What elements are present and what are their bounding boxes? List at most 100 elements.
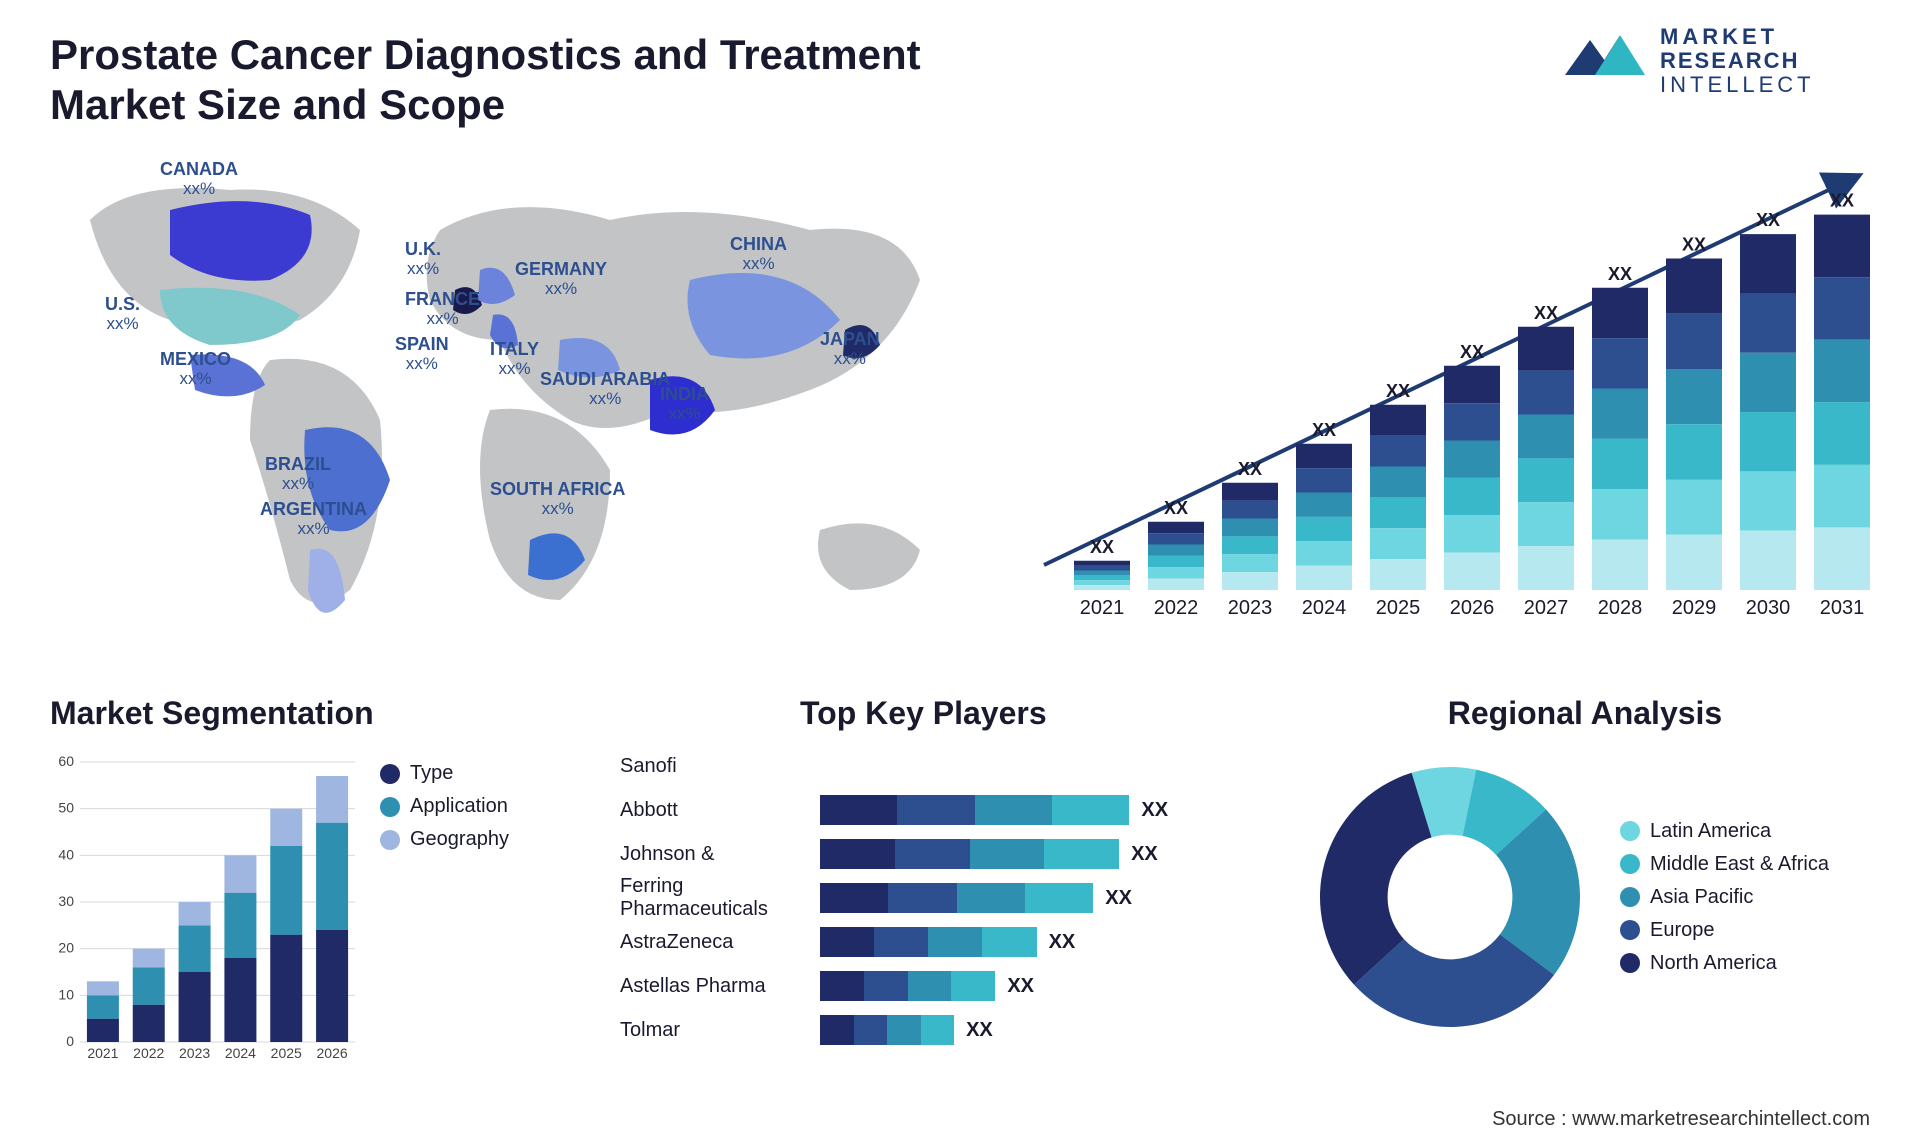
player-name: Abbott — [620, 799, 820, 822]
legend-item: Europe — [1620, 919, 1829, 942]
page-title: Prostate Cancer Diagnostics and Treatmen… — [50, 30, 1050, 131]
logo-mark — [1565, 35, 1645, 75]
map-silhouette — [50, 160, 950, 660]
segmentation-chart: 0102030405060202120222023202420252026 — [50, 752, 360, 1072]
world-map: CANADAxx% U.S.xx% MEXICOxx% BRAZILxx% ARGENT… — [50, 160, 950, 660]
regional-panel: Regional Analysis Latin America Middle Ea… — [1300, 695, 1870, 1095]
player-value: XX — [1131, 843, 1158, 866]
svg-text:XX: XX — [1386, 381, 1410, 401]
svg-text:XX: XX — [1756, 210, 1780, 230]
map-label-canada: CANADAxx% — [160, 160, 238, 198]
player-row: AstraZeneca XX — [620, 920, 1260, 964]
map-label-saudi-arabia: SAUDI ARABIAxx% — [540, 370, 670, 408]
svg-text:XX: XX — [1312, 420, 1336, 440]
player-name: Tolmar — [620, 1019, 820, 1042]
legend-item: Middle East & Africa — [1620, 853, 1829, 876]
svg-text:60: 60 — [58, 753, 74, 769]
svg-text:20: 20 — [58, 940, 74, 956]
player-bar — [820, 971, 995, 1001]
svg-text:2026: 2026 — [317, 1045, 348, 1061]
svg-text:XX: XX — [1238, 459, 1262, 479]
segmentation-legend: TypeApplicationGeography — [380, 752, 509, 1072]
player-name: Sanofi — [620, 755, 820, 778]
svg-text:2026: 2026 — [1450, 597, 1495, 619]
svg-text:30: 30 — [58, 893, 74, 909]
player-row: Astellas Pharma XX — [620, 964, 1260, 1008]
player-bar — [820, 839, 1119, 869]
legend-item: Geography — [380, 828, 509, 851]
svg-text:2027: 2027 — [1524, 597, 1569, 619]
svg-text:2024: 2024 — [1302, 597, 1347, 619]
legend-item: Asia Pacific — [1620, 886, 1829, 909]
player-name: Ferring Pharmaceuticals — [620, 875, 820, 921]
svg-text:2021: 2021 — [1080, 597, 1125, 619]
player-name: Johnson & — [620, 843, 820, 866]
market-size-chart: XX 2021 XX 2022 XX 2023 XX 2024 XX 2025 XX 2026 XX 20… — [1040, 160, 1870, 630]
svg-text:10: 10 — [58, 986, 74, 1002]
map-label-china: CHINAxx% — [730, 235, 787, 273]
source-text: Source : www.marketresearchintellect.com — [1492, 1108, 1870, 1131]
legend-item: North America — [1620, 952, 1829, 975]
svg-text:XX: XX — [1830, 191, 1854, 211]
regional-title: Regional Analysis — [1300, 695, 1870, 732]
player-row: Sanofi — [620, 744, 1260, 788]
player-bar — [820, 795, 1129, 825]
map-label-germany: GERMANYxx% — [515, 260, 607, 298]
player-name: Astellas Pharma — [620, 975, 820, 998]
players-title: Top Key Players — [800, 695, 1260, 732]
segmentation-panel: Market Segmentation 0 10 20 30 40 50 60 2021 202… — [50, 695, 590, 1095]
svg-text:XX: XX — [1090, 537, 1114, 557]
players-panel: Top Key Players Sanofi Abbott XX Johnson & X… — [620, 695, 1260, 1095]
legend-item: Application — [380, 795, 509, 818]
svg-text:2030: 2030 — [1746, 597, 1791, 619]
svg-text:0: 0 — [66, 1033, 74, 1049]
player-value: XX — [1105, 887, 1132, 910]
player-value: XX — [1141, 799, 1168, 822]
players-list: SanofiAbbottXXJohnson &XXFerring Pharmac… — [620, 744, 1260, 1052]
map-label-u-k-: U.K.xx% — [405, 240, 441, 278]
player-row: Tolmar XX — [620, 1008, 1260, 1052]
player-row: Abbott XX — [620, 788, 1260, 832]
player-row: Johnson & XX — [620, 832, 1260, 876]
svg-text:2028: 2028 — [1598, 597, 1643, 619]
svg-text:2031: 2031 — [1820, 597, 1865, 619]
svg-text:40: 40 — [58, 846, 74, 862]
svg-text:XX: XX — [1164, 498, 1188, 518]
svg-text:2021: 2021 — [87, 1045, 118, 1061]
svg-text:XX: XX — [1460, 342, 1484, 362]
map-label-spain: SPAINxx% — [395, 335, 449, 373]
brand-logo: MARKET RESEARCH INTELLECT — [1560, 20, 1880, 100]
player-value: XX — [1007, 975, 1034, 998]
map-label-brazil: BRAZILxx% — [265, 455, 331, 493]
svg-text:2029: 2029 — [1672, 597, 1717, 619]
player-name: AstraZeneca — [620, 931, 820, 954]
regional-donut — [1300, 747, 1600, 1047]
logo-text-2: RESEARCH — [1660, 48, 1799, 73]
svg-text:XX: XX — [1608, 264, 1632, 284]
svg-text:2023: 2023 — [1228, 597, 1273, 619]
map-label-south-africa: SOUTH AFRICAxx% — [490, 480, 625, 518]
map-label-india: INDIAxx% — [660, 385, 709, 423]
player-value: XX — [966, 1019, 993, 1042]
logo-text-1: MARKET — [1660, 24, 1778, 49]
svg-text:XX: XX — [1534, 303, 1558, 323]
map-label-argentina: ARGENTINAxx% — [260, 500, 367, 538]
svg-text:2022: 2022 — [133, 1045, 164, 1061]
svg-text:50: 50 — [58, 800, 74, 816]
svg-text:2022: 2022 — [1154, 597, 1199, 619]
map-label-japan: JAPANxx% — [820, 330, 880, 368]
logo-text-3: INTELLECT — [1660, 72, 1815, 97]
svg-text:2025: 2025 — [271, 1045, 302, 1061]
svg-text:2025: 2025 — [1376, 597, 1421, 619]
map-label-mexico: MEXICOxx% — [160, 350, 231, 388]
map-label-u-s-: U.S.xx% — [105, 295, 140, 333]
legend-item: Latin America — [1620, 820, 1829, 843]
segmentation-title: Market Segmentation — [50, 695, 590, 732]
player-value: XX — [1049, 931, 1076, 954]
map-label-italy: ITALYxx% — [490, 340, 539, 378]
map-label-france: FRANCExx% — [405, 290, 480, 328]
player-bar — [820, 1015, 954, 1045]
player-bar — [820, 883, 1093, 913]
player-row: Ferring Pharmaceuticals XX — [620, 876, 1260, 920]
svg-text:2024: 2024 — [225, 1045, 256, 1061]
